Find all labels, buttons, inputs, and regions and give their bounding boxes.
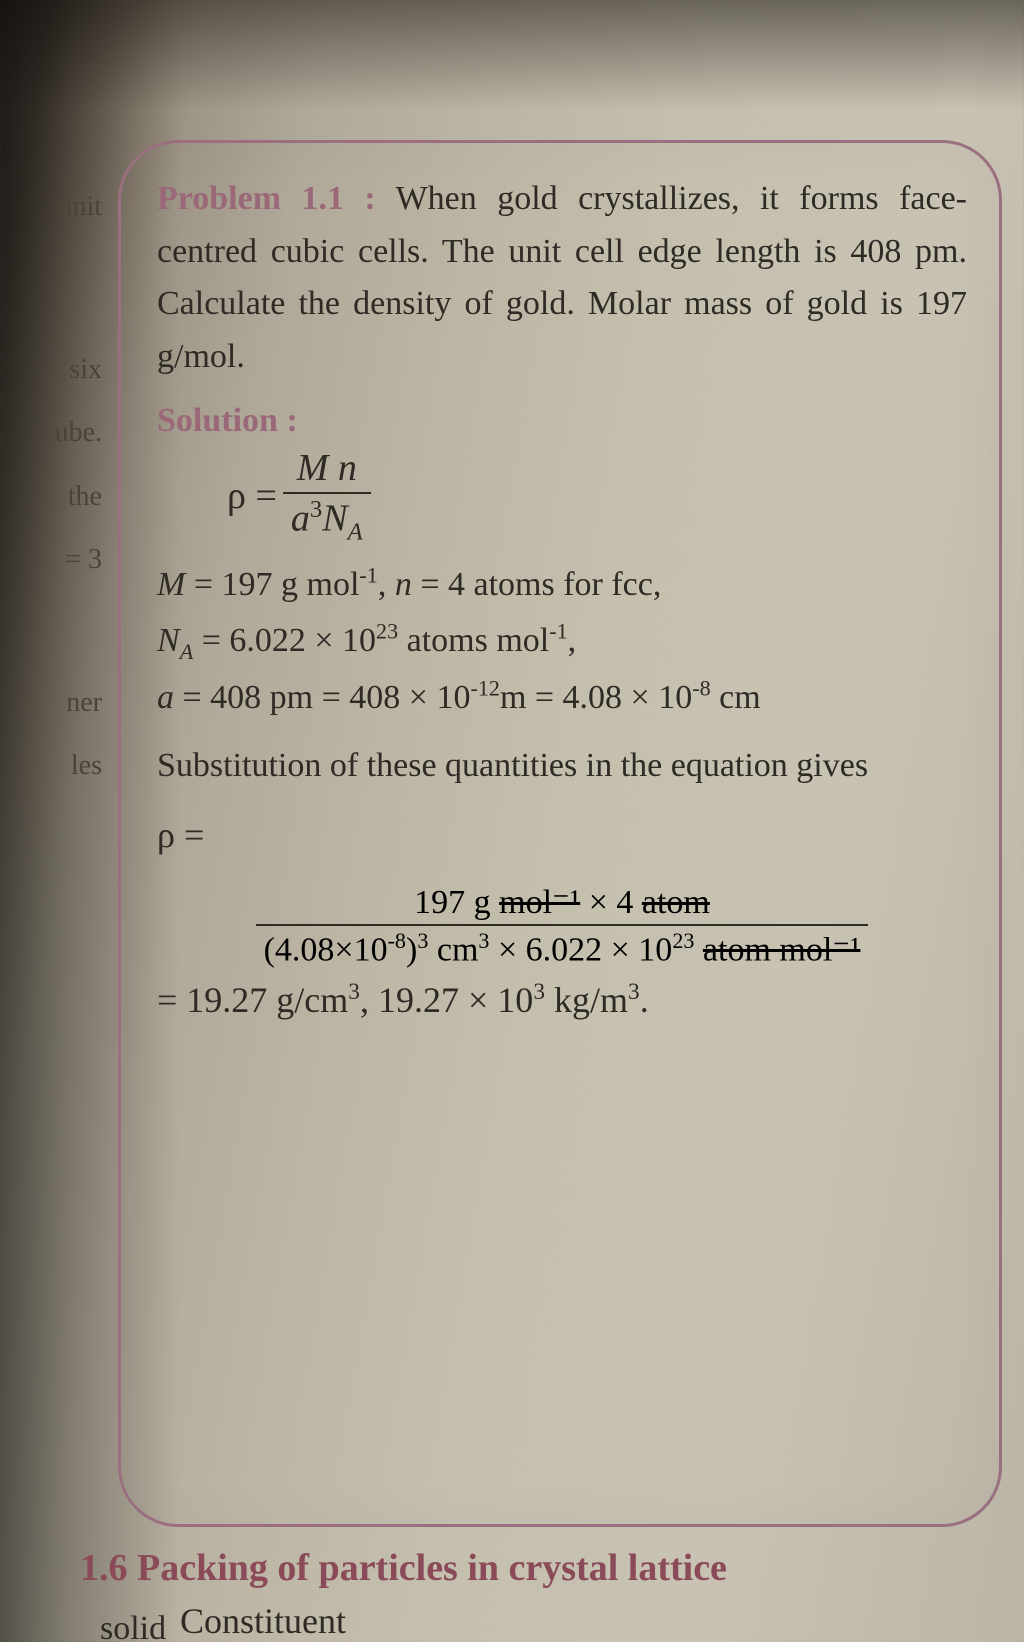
margin-word: ube. <box>0 406 102 459</box>
footer-word-solid: solid <box>100 1610 166 1642</box>
section-heading: 1.6 Packing of particles in crystal latt… <box>80 1546 994 1590</box>
big-denominator: (4.08×10-8)3 cm3 × 6.022 × 1023 atom mol… <box>256 928 869 969</box>
vignette-top <box>0 0 1024 110</box>
section-number: 1.6 <box>80 1547 128 1589</box>
margin-word: ner <box>0 676 102 729</box>
numerator: M n <box>289 446 365 490</box>
rho-equals-line: ρ = <box>157 807 967 864</box>
margin-word: unit <box>0 180 102 233</box>
big-numerator: 197 g mol⁻¹ × 4 atom <box>406 882 718 922</box>
fraction-bar <box>283 492 371 494</box>
problem-statement: Problem 1.1 : When gold crystallizes, it… <box>157 173 967 384</box>
footer-word-constituent: Constituent <box>180 1601 346 1641</box>
fraction-bar <box>256 924 869 926</box>
problem-box: Problem 1.1 : When gold crystallizes, it… <box>118 140 1002 1527</box>
given-values-line2: NA = 6.022 × 1023 atoms mol-1, <box>157 614 967 670</box>
big-fraction: 197 g mol⁻¹ × 4 atom (4.08×10-8)3 cm3 × … <box>256 882 869 969</box>
result-line: = 19.27 g/cm3, 19.27 × 103 kg/m3. <box>157 979 967 1021</box>
density-formula: ρ = M n a3NA <box>227 446 967 546</box>
solution-label: Solution : <box>157 402 967 440</box>
section-title: Packing of particles in crystal lattice <box>128 1547 727 1589</box>
substitution-text: Substitution of these quantities in the … <box>157 739 967 793</box>
denominator: a3NA <box>283 496 371 546</box>
left-margin-fragments: unit six ube. the = 3 ner les <box>0 180 110 802</box>
problem-label: Problem 1.1 : <box>157 180 376 217</box>
fraction: M n a3NA <box>283 446 371 546</box>
margin-word: the <box>0 470 102 523</box>
margin-word: les <box>0 739 102 792</box>
margin-word: six <box>0 343 102 396</box>
given-values-line1: M = 197 g mol-1, n = 4 atoms for fcc, <box>157 558 967 612</box>
next-paragraph-fragment: solid Constituent <box>70 1600 994 1642</box>
margin-word: = 3 <box>0 533 102 586</box>
rho-equals: ρ = <box>227 474 277 518</box>
given-values-line3: a = 408 pm = 408 × 10-12m = 4.08 × 10-8 … <box>157 671 967 725</box>
substituted-fraction: 197 g mol⁻¹ × 4 atom (4.08×10-8)3 cm3 × … <box>157 882 967 969</box>
